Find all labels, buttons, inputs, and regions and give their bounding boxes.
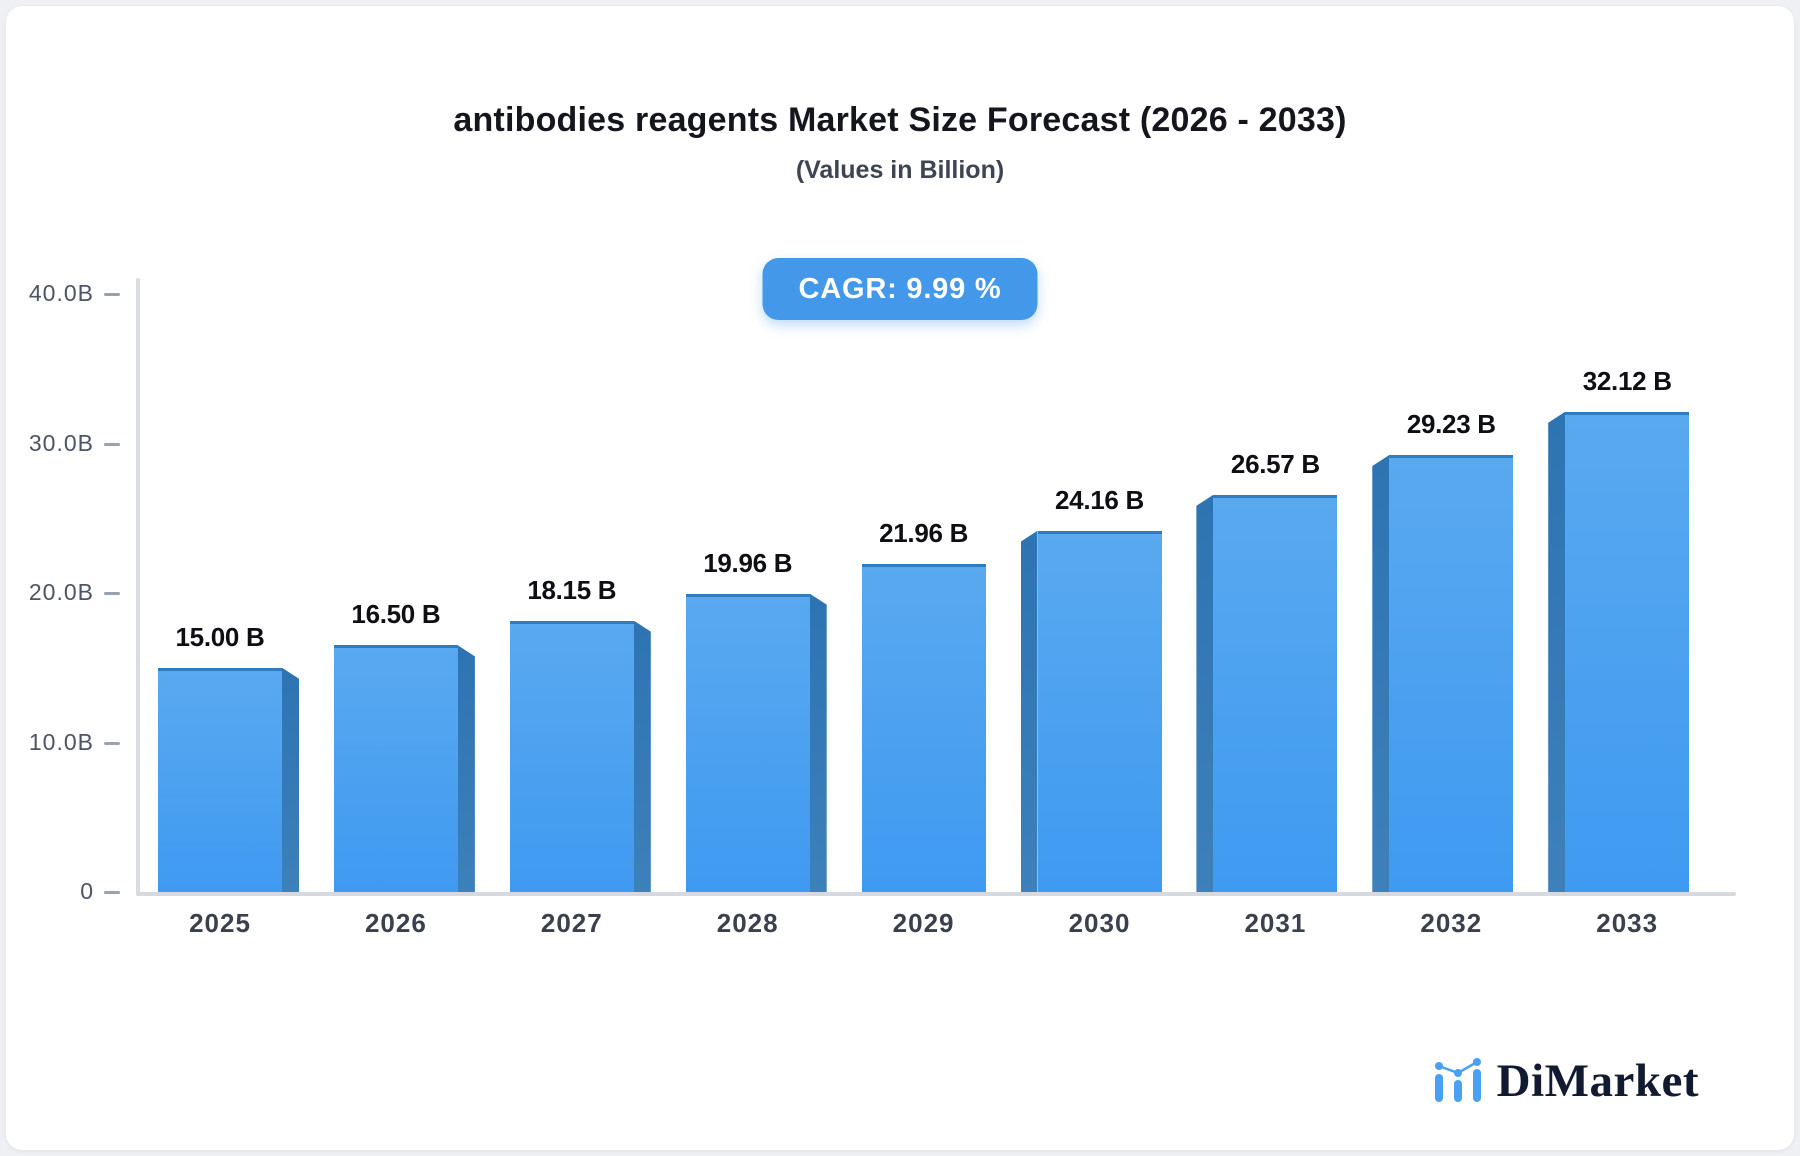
bar-side-2031 [1196, 494, 1214, 892]
y-tick-dash [104, 442, 120, 446]
x-tick-label: 2025 [189, 908, 251, 938]
bar-side-2030 [1020, 530, 1038, 892]
y-tick-dash [104, 741, 120, 745]
bar-2030 [1037, 530, 1162, 892]
bar-2026 [333, 645, 458, 892]
x-tick-label: 2028 [716, 908, 779, 938]
bar-value-label: 26.57 B [1230, 448, 1320, 479]
bar-side-2026 [457, 645, 475, 892]
bar-side-2032 [1372, 455, 1390, 892]
bar-2028 [685, 593, 810, 892]
y-tick-label: 30.0B [28, 429, 94, 456]
bar-value-label: 19.96 B [703, 547, 793, 578]
x-tick-label: 2033 [1596, 908, 1659, 938]
y-axis-line [136, 278, 140, 896]
x-axis-line [136, 892, 1736, 896]
bar-side-2027 [633, 620, 651, 892]
x-tick-label: 2027 [540, 908, 603, 938]
y-tick-label: 20.0B [28, 579, 94, 605]
bar-2033 [1565, 411, 1690, 892]
bar-side-2025 [282, 667, 299, 892]
bar-chart: 0 10.0B 20.0B 30.0B 40.0B 15.00 B 2025 16.50 B 2… [6, 6, 1794, 1150]
mini-bar-chart-icon [1434, 1058, 1481, 1102]
bar-value-label: 15.00 B [175, 621, 265, 652]
x-tick-label: 2029 [892, 908, 955, 938]
bar-value-label: 18.15 B [527, 574, 617, 605]
bar-2031 [1213, 494, 1338, 892]
dimarket-logo: DiMarket [1431, 1056, 1699, 1106]
cagr-badge: CAGR: 9.99 % [762, 258, 1038, 320]
x-tick-label: 2032 [1420, 908, 1483, 938]
bar-2025 [158, 667, 282, 892]
x-tick-label: 2031 [1244, 908, 1307, 938]
y-tick-label: 40.0B [28, 280, 94, 306]
bar-value-label: 24.16 B [1055, 484, 1144, 515]
bar-side-2028 [809, 593, 827, 892]
y-tick-label: 10.0B [28, 728, 94, 755]
y-tick-dash [104, 293, 120, 296]
x-tick-label: 2026 [364, 908, 427, 938]
bar-side-2033 [1548, 411, 1566, 892]
bar-2027 [509, 620, 634, 892]
bar-value-label: 32.12 B [1582, 365, 1672, 396]
y-tick-dash [104, 592, 120, 595]
y-tick-label: 0 [80, 878, 94, 904]
logo-text: DiMarket [1496, 1054, 1699, 1107]
chart-title: antibodies reagents Market Size Forecast… [453, 101, 1347, 139]
y-tick-dash [104, 891, 120, 894]
chart-subtitle: (Values in Billion) [795, 156, 1005, 184]
bar-value-label: 16.50 B [351, 599, 441, 630]
bar-value-label: 29.23 B [1406, 409, 1496, 439]
bar-2029 [861, 563, 986, 892]
bar-value-label: 21.96 B [879, 517, 969, 548]
x-tick-label: 2030 [1068, 908, 1131, 938]
bar-2032 [1389, 455, 1514, 892]
chart-card: antibodies reagents Market Size Forecast… [6, 6, 1794, 1150]
